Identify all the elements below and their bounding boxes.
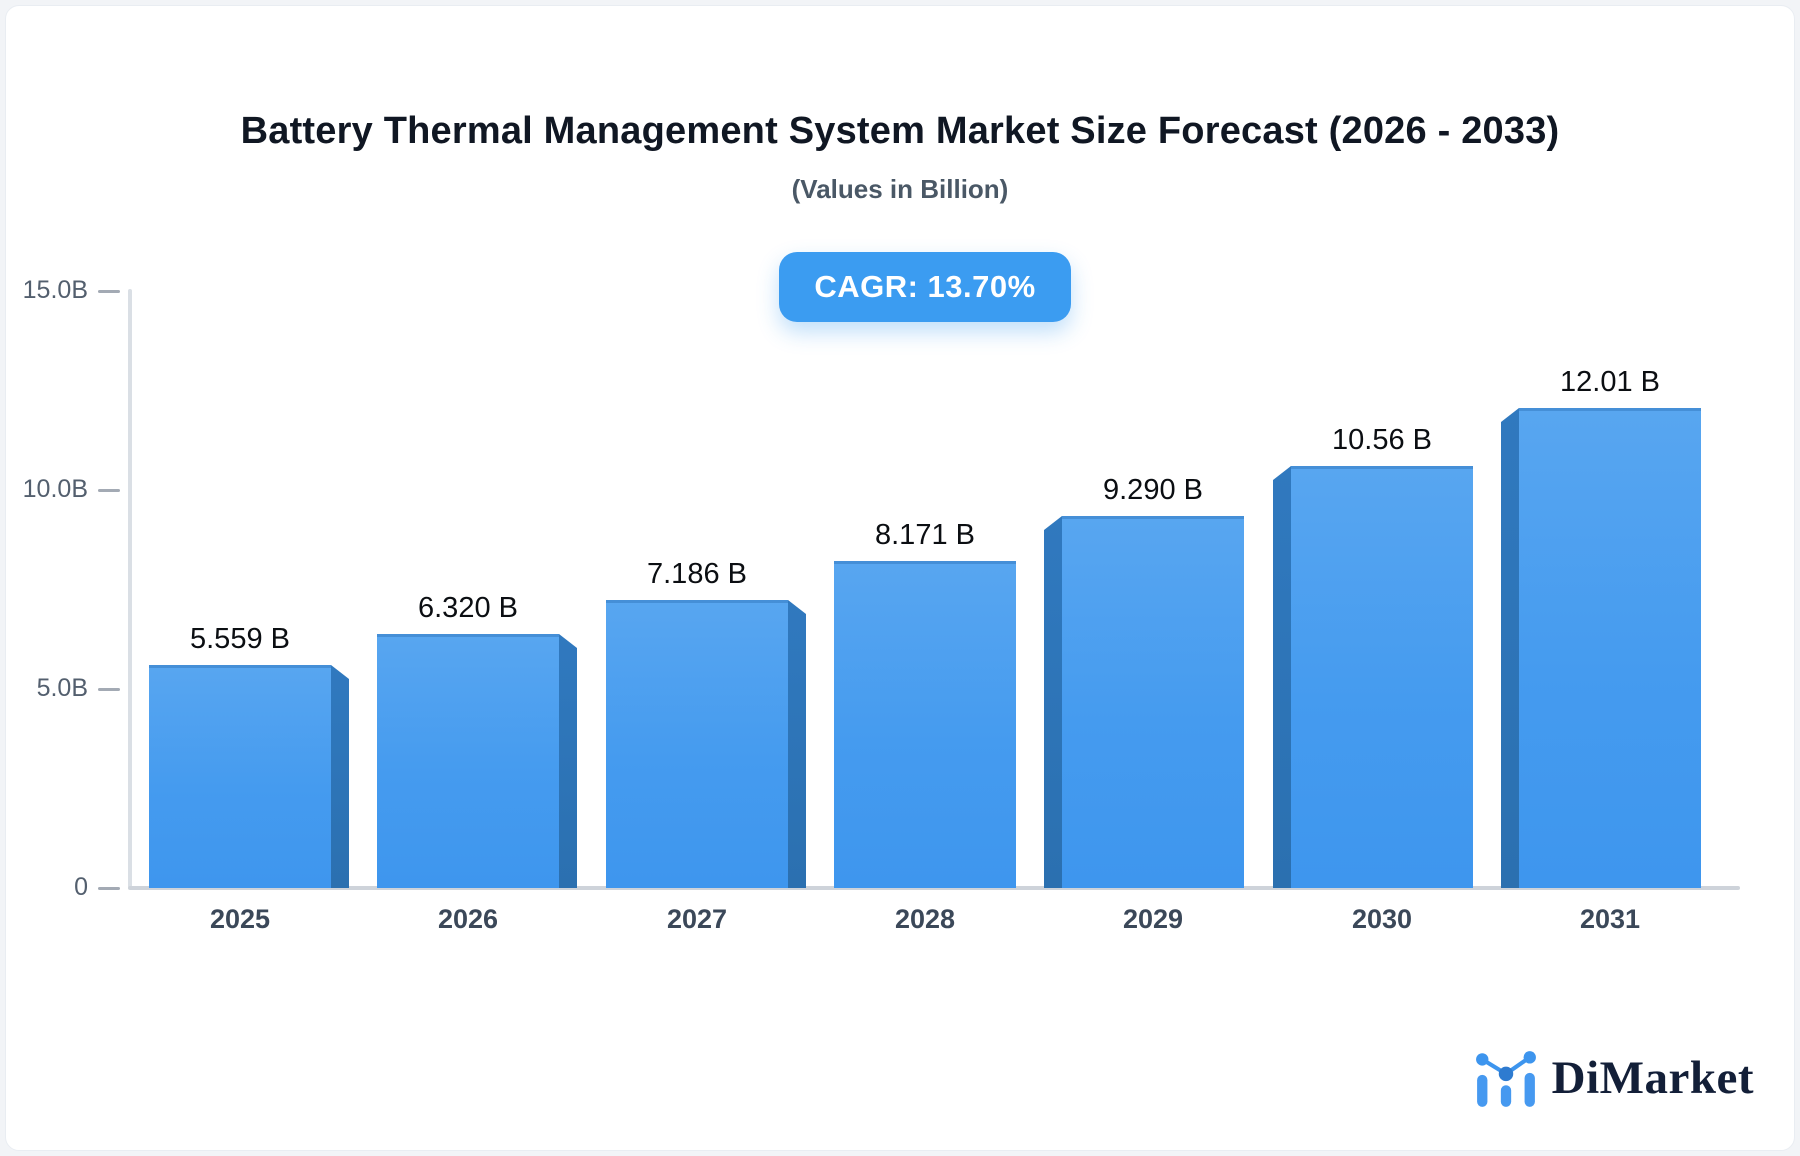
x-tick-label: 2030 <box>1351 904 1413 934</box>
bar-value-label: 7.186 B <box>647 558 747 590</box>
y-tick-label: 5.0B <box>36 674 88 702</box>
chart-title: Battery Thermal Management System Market… <box>240 110 1560 152</box>
bar-2030[interactable] <box>1291 466 1473 888</box>
y-axis-line <box>128 289 132 888</box>
logo: DiMarket <box>1474 1036 1754 1120</box>
bar-value-label: 8.171 B <box>875 519 975 551</box>
bar-2027[interactable] <box>606 600 788 888</box>
y-tick-dash <box>98 488 120 492</box>
bar-side-face <box>1044 516 1062 888</box>
bar-2026[interactable] <box>377 634 559 888</box>
bar-value-label: 5.559 B <box>190 623 290 655</box>
y-tick-dash <box>98 687 120 691</box>
y-tick-label: 10.0B <box>22 475 88 503</box>
bar-side-face <box>1273 466 1291 888</box>
x-tick-label: 2027 <box>666 904 728 934</box>
y-tick-label: 15.0B <box>22 276 88 304</box>
x-axis-line <box>128 886 1740 890</box>
x-tick-label: 2025 <box>209 904 271 934</box>
logo-text: DiMarket <box>1551 1052 1754 1104</box>
bar-value-label: 9.290 B <box>1103 474 1203 506</box>
cagr-badge: CAGR: 13.70% <box>779 252 1071 322</box>
y-tick-dash <box>98 289 120 293</box>
x-tick-label: 2028 <box>894 904 956 934</box>
x-tick-label: 2029 <box>1122 904 1184 934</box>
bar-side-face <box>559 634 577 888</box>
x-tick-label: 2031 <box>1579 904 1641 934</box>
bar-side-face <box>788 600 806 888</box>
bar-2031[interactable] <box>1519 408 1701 888</box>
bar-chart-logo-icon <box>1475 1051 1536 1107</box>
bar-value-label: 12.01 B <box>1560 366 1660 398</box>
chart-subtitle: (Values in Billion) <box>791 174 1009 204</box>
y-tick-label: 0 <box>74 873 88 901</box>
bar-2025[interactable] <box>149 665 331 888</box>
bar-value-label: 10.56 B <box>1332 424 1432 456</box>
bar-side-face <box>331 665 349 888</box>
x-tick-label: 2026 <box>437 904 499 934</box>
y-tick-dash <box>98 886 120 890</box>
bar-side-face <box>1501 408 1519 888</box>
bar-value-label: 6.320 B <box>418 592 518 624</box>
bar-2029[interactable] <box>1062 516 1244 888</box>
bar-2028[interactable] <box>834 561 1016 888</box>
